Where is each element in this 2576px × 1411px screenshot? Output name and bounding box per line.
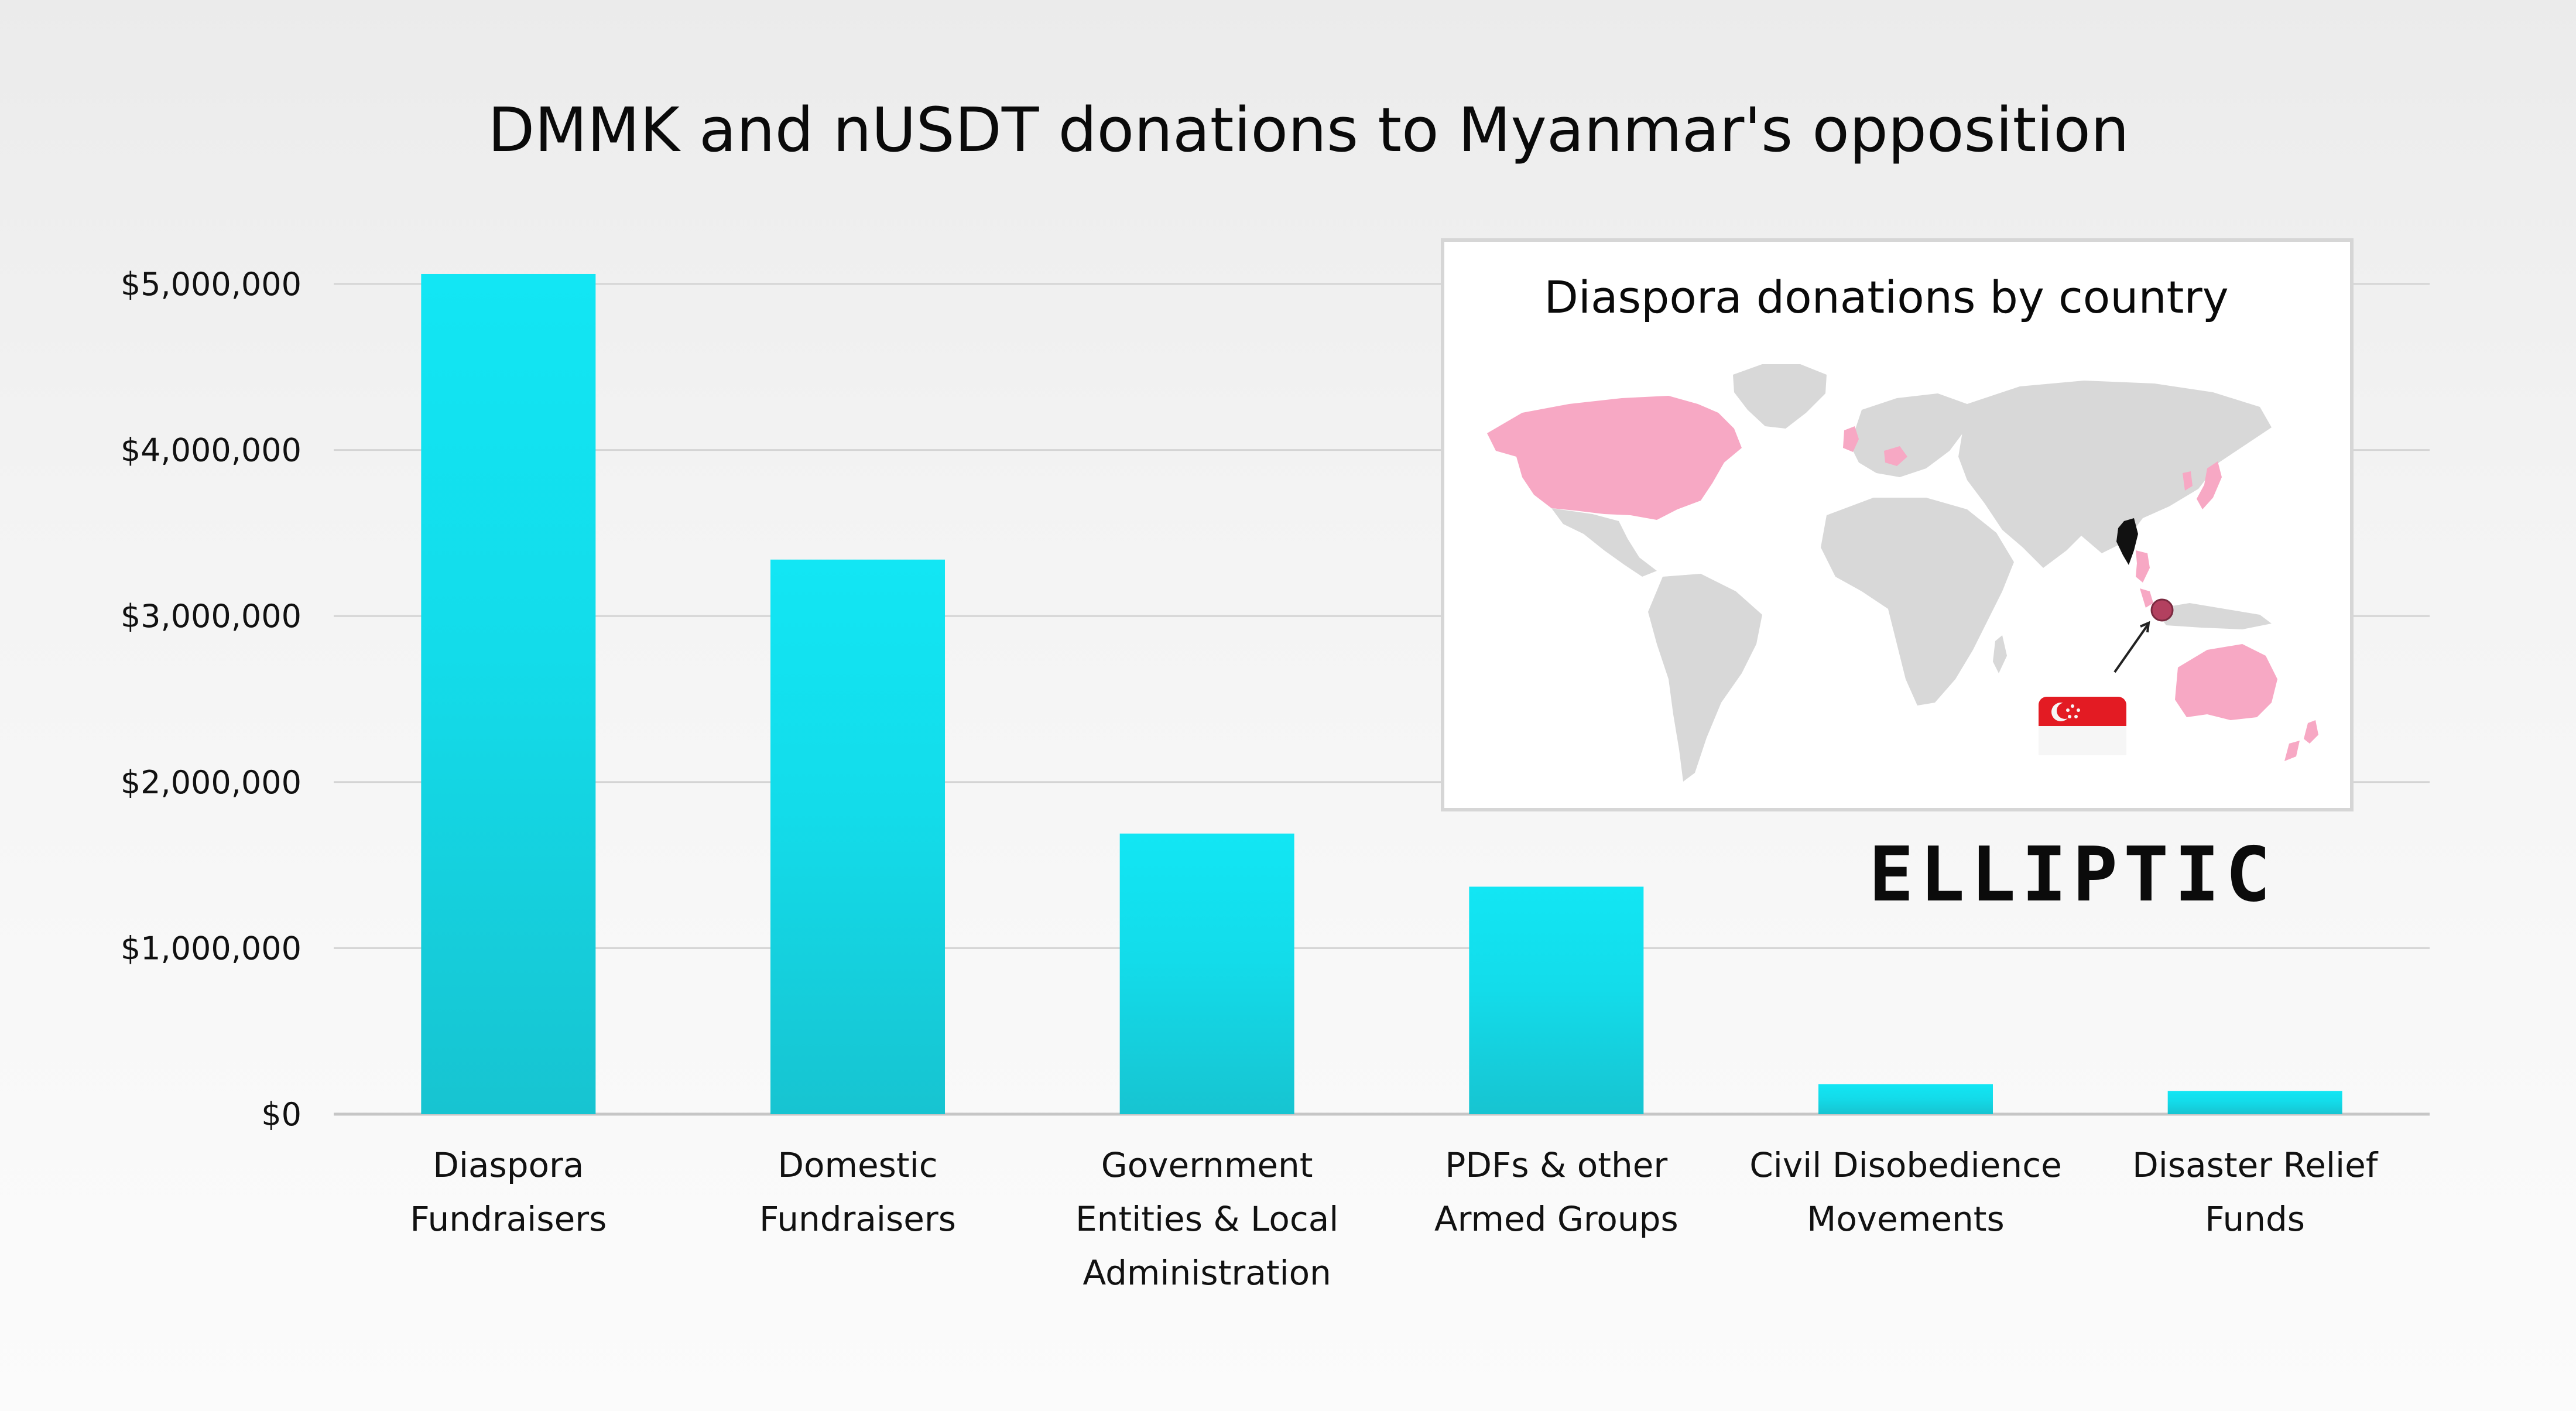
inset-title: Diaspora donations by country xyxy=(1544,271,2228,323)
map-indonesia xyxy=(2154,603,2272,629)
bars xyxy=(421,273,2342,1114)
y-tick-label: $4,000,000 xyxy=(121,432,302,469)
y-tick-label: $0 xyxy=(261,1096,302,1133)
map-myanmar xyxy=(2116,518,2138,565)
bar xyxy=(2167,1091,2342,1114)
map-europe-highlight xyxy=(1884,446,1907,466)
category-label: Government Entities & Local Administration xyxy=(1075,1145,1338,1293)
map-greenland xyxy=(1733,364,1827,429)
world-map xyxy=(1487,364,2318,782)
y-tick-label: $1,000,000 xyxy=(121,930,302,967)
map-korea-highlight xyxy=(2183,471,2193,491)
bar xyxy=(1818,1084,1993,1114)
map-madagascar xyxy=(1993,635,2007,673)
map-central-america xyxy=(1551,508,1657,577)
category-label: PDFs & other Armed Groups xyxy=(1434,1145,1678,1239)
singapore-flag-icon xyxy=(2039,697,2126,755)
map-south-america xyxy=(1648,574,1762,782)
map-north-america-highlight xyxy=(1487,396,1742,520)
bar xyxy=(1119,833,1294,1114)
x-axis-category-labels: Diaspora Fundraisers Domestic Fundraisers Go… xyxy=(410,1145,2378,1293)
map-uk-highlight xyxy=(1843,426,1859,452)
category-label: Diaspora Fundraisers xyxy=(410,1145,607,1239)
y-tick-label: $3,000,000 xyxy=(121,598,302,635)
map-new-zealand-highlight xyxy=(2304,720,2318,744)
bar xyxy=(770,559,945,1114)
gridlines xyxy=(334,283,2430,1116)
category-label: Disaster Relief Funds xyxy=(2132,1145,2379,1239)
y-axis-tick-labels: $0 $1,000,000 $2,000,000 $3,000,000 $4,000,0… xyxy=(121,266,302,1133)
y-tick-label: $2,000,000 xyxy=(121,764,302,801)
chart-title: DMMK and nUSDT donations to Myanmar's op… xyxy=(488,94,2129,166)
bar xyxy=(421,273,596,1114)
singapore-arrow-head xyxy=(2140,621,2150,633)
elliptic-logo: ELLIPTIC xyxy=(1869,831,2277,919)
category-label: Civil Disobedience Movements xyxy=(1749,1145,2062,1239)
bar xyxy=(1469,886,1644,1114)
category-label: Domestic Fundraisers xyxy=(759,1145,956,1239)
map-japan-highlight xyxy=(2197,461,2222,509)
y-tick-label: $5,000,000 xyxy=(121,266,302,303)
singapore-marker xyxy=(2150,598,2174,622)
singapore-arrow xyxy=(2113,624,2149,673)
map-asia xyxy=(1958,381,2272,568)
map-australia-highlight xyxy=(2175,644,2277,720)
map-africa xyxy=(1821,498,2014,706)
map-new-zealand-south-highlight xyxy=(2284,741,2300,761)
diaspora-map-inset: Diaspora donations by country xyxy=(1441,238,2354,811)
map-europe xyxy=(1850,393,1967,477)
map-malaysia-highlight xyxy=(2140,588,2153,608)
map-thailand-highlight xyxy=(2136,550,2150,583)
